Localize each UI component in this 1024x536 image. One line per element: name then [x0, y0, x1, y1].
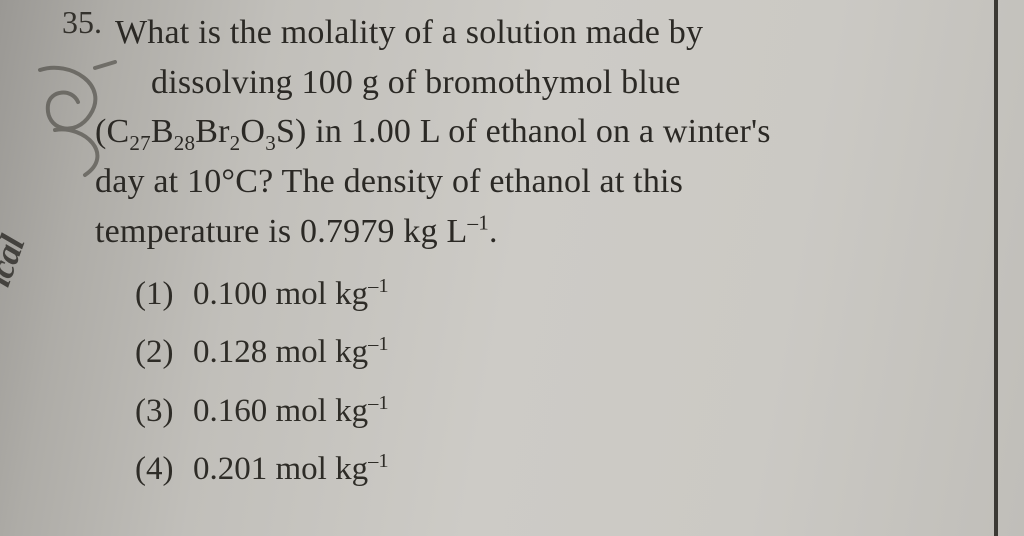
option-1: (1)0.100 mol kg–1 — [135, 274, 994, 314]
decorative-swirl — [30, 60, 120, 180]
t: O — [240, 113, 265, 150]
option-number: (1) — [135, 274, 193, 314]
sub: 2 — [230, 131, 241, 155]
exponent: –1 — [368, 392, 388, 414]
question-line-1: What is the molality of a solution made … — [95, 8, 966, 58]
chemical-formula: (C27B28Br2O3S) — [95, 113, 307, 150]
exponent: –1 — [368, 333, 388, 355]
question-text: What is the molality of a solution made … — [95, 8, 994, 256]
mass-value: 100 g — [302, 64, 380, 101]
option-2: (2)0.128 mol kg–1 — [135, 332, 994, 372]
option-4: (4)0.201 mol kg–1 — [135, 449, 994, 489]
t: B — [151, 113, 174, 150]
option-value: 0.160 mol kg — [193, 393, 368, 429]
option-value: 0.128 mol kg — [193, 334, 368, 370]
option-value: 0.100 mol kg — [193, 276, 368, 312]
text: . — [489, 213, 498, 250]
text: of bromothymol blue — [379, 64, 680, 101]
sub: 27 — [129, 131, 150, 155]
exponent: –1 — [368, 275, 388, 297]
option-number: (3) — [135, 391, 193, 431]
option-value: 0.201 mol kg — [193, 451, 368, 487]
t: Br — [195, 113, 229, 150]
question-line-4: day at 10°C? The density of ethanol at t… — [95, 157, 966, 207]
option-number: (2) — [135, 332, 193, 372]
exponent: –1 — [368, 450, 388, 472]
text: in 1.00 L of ethanol on a winter's — [307, 113, 771, 150]
exponent: –1 — [468, 210, 489, 234]
right-margin-rule — [994, 0, 998, 536]
sub: 28 — [174, 131, 195, 155]
option-3: (3)0.160 mol kg–1 — [135, 391, 994, 431]
question-number: 35. — [62, 4, 102, 41]
option-number: (4) — [135, 449, 193, 489]
question-line-5: temperature is 0.7979 kg L–1. — [95, 207, 966, 257]
t: S) — [276, 113, 307, 150]
answer-options: (1)0.100 mol kg–1 (2)0.128 mol kg–1 (3)0… — [95, 274, 994, 489]
text: dissolving — [151, 64, 302, 101]
sub: 3 — [265, 131, 276, 155]
book-edge-text: ical — [0, 230, 33, 291]
text: temperature is 0.7979 kg L — [95, 213, 468, 250]
scanned-page: ical 35. What is the molality of a solut… — [0, 0, 1024, 536]
question-line-2: dissolving 100 g of bromothymol blue — [95, 58, 966, 108]
question-line-3: (C27B28Br2O3S) in 1.00 L of ethanol on a… — [95, 107, 966, 157]
